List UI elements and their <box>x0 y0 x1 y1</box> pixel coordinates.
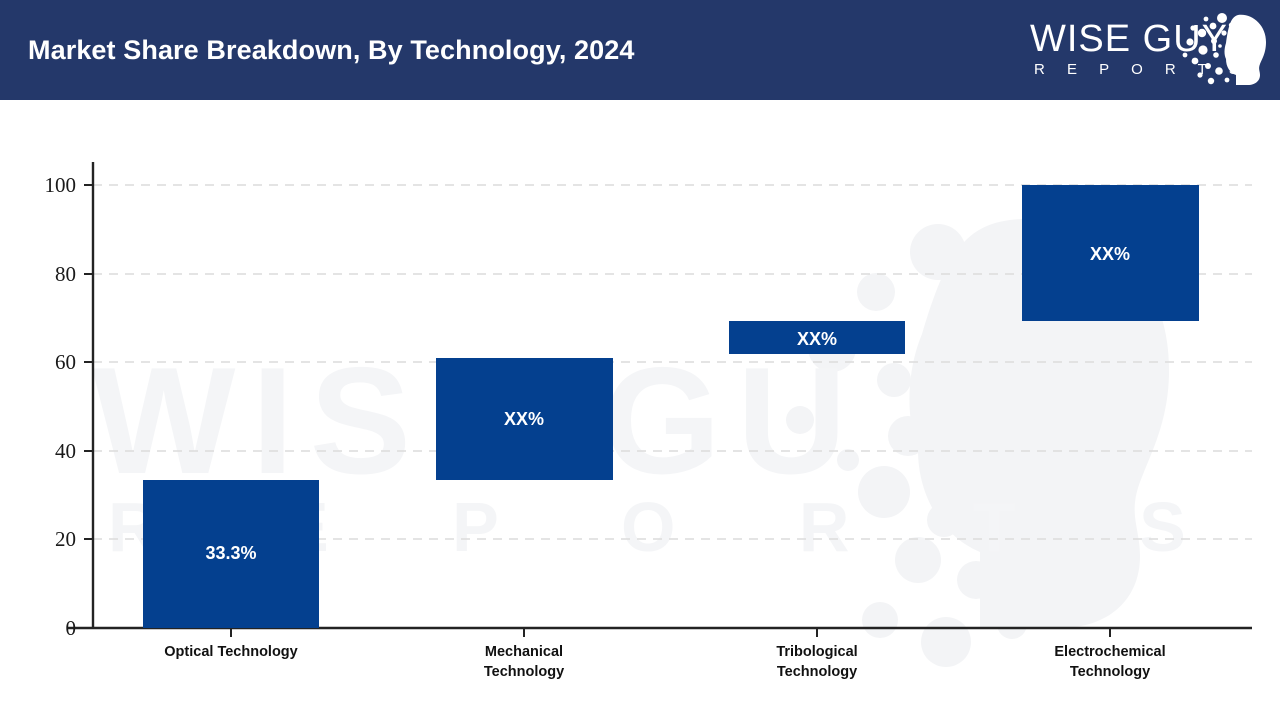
y-tick-label: 80 <box>55 262 76 286</box>
bar-mechanical-technology[interactable] <box>436 358 613 480</box>
logo-text: WISE GUY R E P O R T S <box>1030 19 1248 79</box>
y-tick-label: 40 <box>55 439 76 463</box>
y-tick-label: 60 <box>55 350 76 374</box>
x-label-mechanical-line2: Technology <box>484 664 564 680</box>
page-header: Market Share Breakdown, By Technology, 2… <box>0 0 1280 100</box>
dotted-face-icon <box>1182 13 1266 85</box>
bar-value-labels: 33.3% XX% XX% XX% <box>205 244 1130 563</box>
brand-logo: WISE GUY R E P O R T S <box>1022 5 1272 95</box>
gridlines <box>93 184 1252 540</box>
x-label-optical-line1: Optical Technology <box>164 644 297 660</box>
y-tick-label: 100 <box>45 173 77 197</box>
bar-label-electrochemical: XX% <box>1090 244 1130 264</box>
x-label-tribological-line1: Tribological <box>776 644 857 660</box>
page-title: Market Share Breakdown, By Technology, 2… <box>28 34 635 65</box>
x-label-electrochemical-line1: Electrochemical <box>1054 644 1165 660</box>
x-label-tribological-line2: Technology <box>777 664 857 680</box>
y-axis-ticks <box>84 184 93 629</box>
bar-label-mechanical: XX% <box>504 409 544 429</box>
waterfall-bar-chart: 100 80 60 40 20 0 <box>45 162 1252 680</box>
bar-optical-technology[interactable] <box>143 480 319 628</box>
logo-secondary-text: R E P O R T S <box>1034 61 1248 78</box>
y-tick-label: 0 <box>66 616 77 640</box>
bar-tribological-technology[interactable] <box>729 321 905 354</box>
chart-plot-area: WISE GU R E P O R T S <box>0 100 1280 720</box>
bar-label-optical: 33.3% <box>205 543 256 563</box>
bar-electrochemical-technology[interactable] <box>1022 185 1199 321</box>
x-label-electrochemical-line2: Technology <box>1070 664 1150 680</box>
bar-series <box>143 185 1199 628</box>
x-axis-category-labels: Optical Technology Mechanical Technology… <box>164 644 1165 680</box>
x-label-mechanical-line1: Mechanical <box>485 644 563 660</box>
bar-label-tribological: XX% <box>797 329 837 349</box>
y-axis-tick-labels: 100 80 60 40 20 0 <box>45 173 77 640</box>
x-axis-ticks <box>230 628 1111 637</box>
logo-primary-text: WISE GUY <box>1030 18 1229 60</box>
y-tick-label: 20 <box>55 527 76 551</box>
